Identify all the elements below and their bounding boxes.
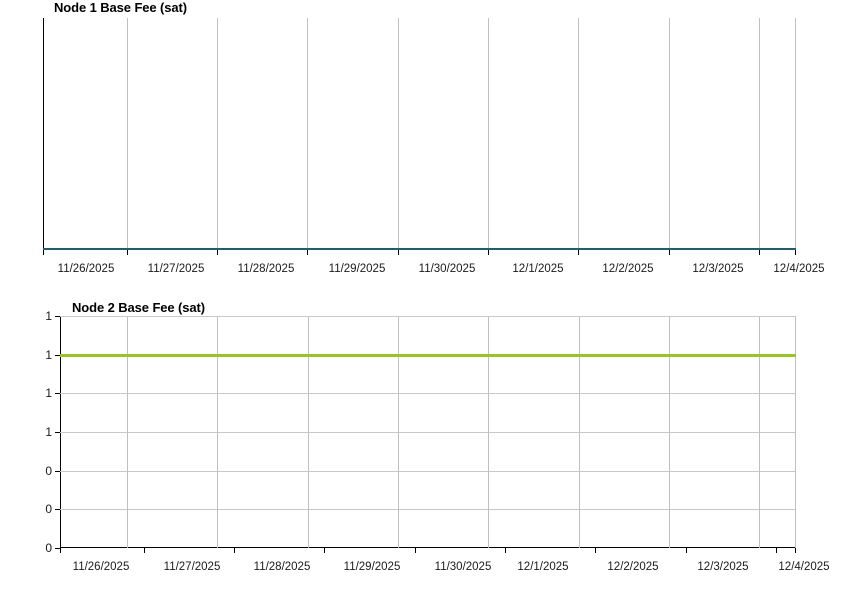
y-axis-tick [55,355,60,356]
x-axis-label: 11/28/2025 [253,561,311,573]
gridline-vertical [795,316,796,548]
gridline-vertical [795,18,796,250]
y-axis-tick [55,548,60,549]
x-axis-label: 12/4/2025 [778,561,830,573]
gridline-vertical [578,18,579,250]
chart-node-1-base-fee: Node 1 Base Fee (sat) 1 [0,0,860,285]
gridline-vertical [127,18,128,250]
x-axis-tick [144,548,145,553]
x-axis-tick [795,548,796,553]
x-axis-label: 11/30/2025 [434,561,492,573]
x-axis-tick [43,250,44,255]
gridline-vertical [669,18,670,250]
x-axis-label: 11/27/2025 [147,263,205,275]
gridline-horizontal [60,471,796,472]
x-axis-label: 11/26/2025 [72,561,130,573]
y-axis-tick [55,471,60,472]
gridline-vertical [759,316,760,548]
x-axis-label: 11/26/2025 [57,263,115,275]
gridline-vertical [217,316,218,548]
gridline-vertical [398,316,399,548]
x-axis-tick [759,250,760,255]
x-axis-tick [686,548,687,553]
x-axis-label: 11/29/2025 [328,263,386,275]
x-axis-tick [578,250,579,255]
gridline-vertical [217,18,218,250]
chart-title-node-2: Node 2 Base Fee (sat) [72,300,206,315]
gridline-vertical [488,18,489,250]
x-axis-label: 11/28/2025 [237,263,295,275]
y-axis-line-node-1 [43,18,44,250]
chart-node-2-base-fee: Node 2 Base Fee (sat) [0,298,860,588]
series-line-node-1-base-fee [43,248,796,250]
gridline-horizontal [60,432,796,433]
y-axis-tick [55,432,60,433]
gridline-vertical [398,18,399,250]
y-axis-tick [55,509,60,510]
y-axis-label: 0 [45,464,52,478]
x-axis-tick [307,250,308,255]
gridline-vertical [759,18,760,250]
x-axis-line-node-2 [60,547,796,548]
gridline-horizontal [60,509,796,510]
x-axis-tick [776,548,777,553]
x-axis-label: 12/2/2025 [602,263,654,275]
x-axis-label: 12/4/2025 [773,263,825,275]
x-axis-label: 11/27/2025 [163,561,221,573]
x-axis-label: 12/2/2025 [607,561,659,573]
y-axis-label: 1 [45,309,52,323]
gridline-vertical [127,316,128,548]
x-axis-tick [488,250,489,255]
x-axis-tick [505,548,506,553]
y-axis-label: 1 [45,348,52,362]
x-axis-label: 12/3/2025 [692,263,744,275]
x-axis-tick [234,548,235,553]
x-axis-label: 11/29/2025 [343,561,401,573]
y-axis-label: 0 [45,541,52,555]
y-axis-label: 1 [45,425,52,439]
chart-title-node-1: Node 1 Base Fee (sat) [54,0,188,15]
gridline-horizontal [60,316,796,317]
x-axis-tick [795,250,796,255]
series-line-node-2-base-fee [60,354,796,357]
x-axis-tick [595,548,596,553]
x-axis-label: 11/30/2025 [418,263,476,275]
x-axis-tick [217,250,218,255]
y-axis-label: 1 [45,386,52,400]
x-axis-label: 12/3/2025 [697,561,749,573]
gridline-vertical [488,316,489,548]
x-axis-tick [127,250,128,255]
plot-area-node-1 [43,18,796,250]
x-axis-label: 12/1/2025 [517,561,569,573]
gridline-horizontal [60,393,796,394]
x-axis-tick [60,548,61,553]
y-axis-tick [55,393,60,394]
y-axis-label: 0 [45,502,52,516]
gridline-vertical [669,316,670,548]
x-axis-label: 12/1/2025 [512,263,564,275]
gridline-vertical [307,18,308,250]
x-axis-tick [324,548,325,553]
x-axis-tick [398,250,399,255]
x-axis-tick [415,548,416,553]
y-axis-tick [55,316,60,317]
x-axis-tick [669,250,670,255]
plot-area-node-2 [60,316,796,548]
gridline-vertical [579,316,580,548]
gridline-vertical [308,316,309,548]
